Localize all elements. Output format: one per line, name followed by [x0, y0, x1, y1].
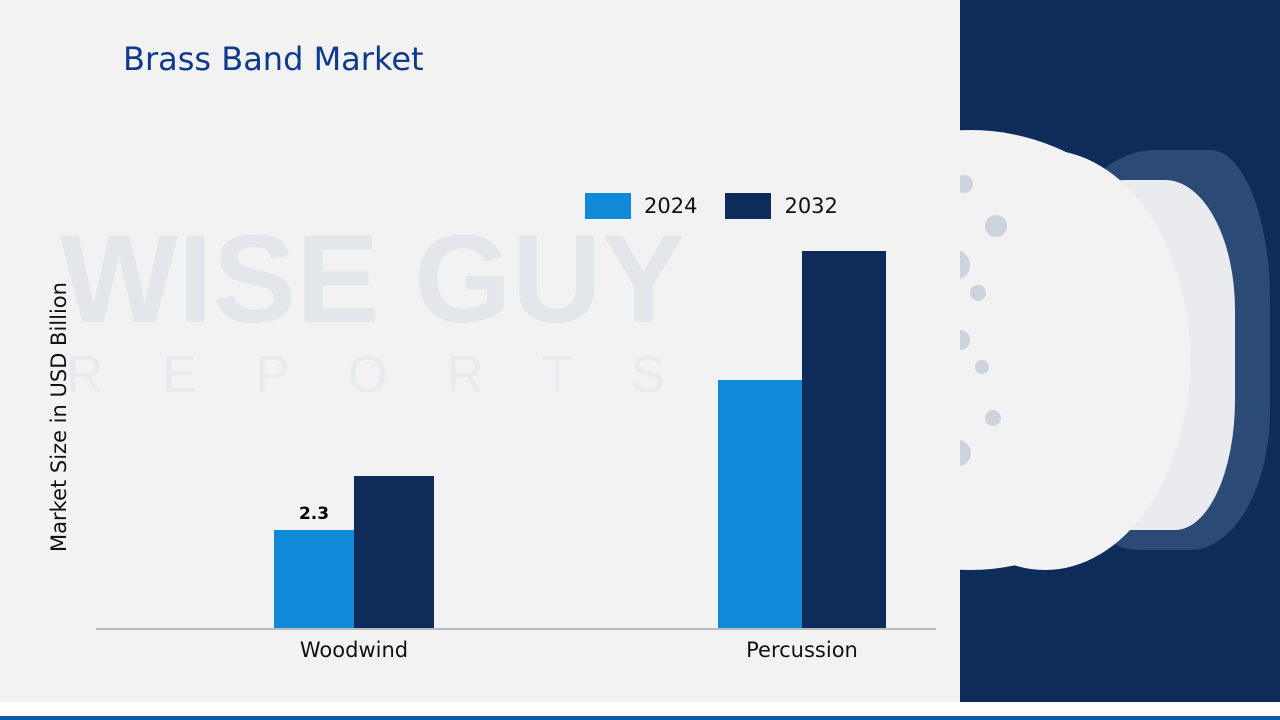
chart-legend: 2024 2032 — [585, 193, 838, 219]
bar-woodwind-2024[interactable]: 2.3 — [274, 504, 354, 628]
bar-group-woodwind: 2.3 — [274, 476, 434, 628]
bar-percussion-2024[interactable] — [718, 380, 802, 628]
category-label-woodwind: Woodwind — [299, 638, 409, 662]
page-title: Brass Band Market — [123, 40, 424, 78]
brand-panel: WISE GUY R E P O R T S — [960, 0, 1280, 706]
bar-percussion-2032[interactable] — [802, 251, 886, 628]
plot-area: 2.3 Woodwind Percussion — [96, 130, 936, 662]
legend-label-2032: 2032 — [784, 194, 838, 218]
legend-item-2032[interactable]: 2032 — [725, 193, 838, 219]
bar-value-woodwind-2024: 2.3 — [298, 504, 330, 524]
brain-dot — [960, 330, 970, 350]
brain-dot — [975, 360, 989, 374]
legend-swatch-2032 — [725, 193, 772, 219]
category-label-percussion: Percussion — [746, 638, 858, 662]
brain-dot — [960, 440, 971, 466]
brain-dot — [985, 410, 1001, 426]
brain-dot — [985, 215, 1007, 237]
bar-group-percussion — [718, 251, 886, 628]
brain-dot — [960, 175, 973, 193]
legend-item-2024[interactable]: 2024 — [585, 193, 697, 219]
legend-label-2024: 2024 — [644, 194, 698, 218]
y-axis-label: Market Size in USD Billion — [47, 282, 71, 552]
legend-swatch-2024 — [585, 193, 631, 219]
brain-dot — [970, 285, 986, 301]
brain-dot — [960, 250, 970, 280]
bar-woodwind-2032[interactable] — [354, 476, 434, 628]
bottom-accent-bar — [0, 702, 1280, 720]
x-axis-line — [96, 628, 936, 630]
